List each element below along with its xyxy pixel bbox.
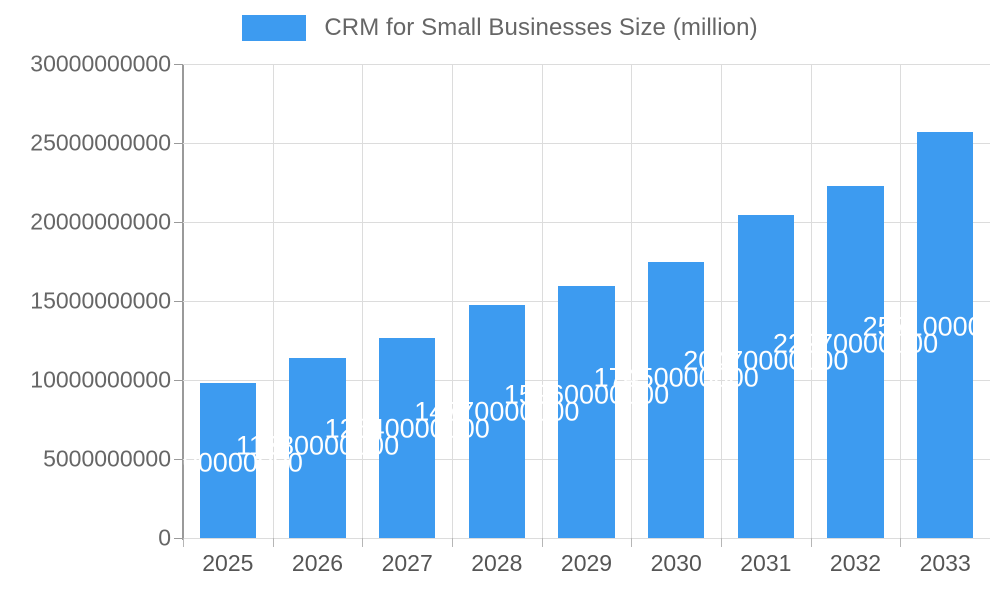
- legend-swatch: [242, 15, 307, 41]
- gridline-horizontal: [183, 538, 990, 539]
- x-axis-tick-label: 2026: [291, 550, 344, 576]
- y-axis-tick-mark: [174, 380, 183, 381]
- x-axis-tick-mark: [810, 538, 812, 547]
- x-axis-tick-mark: [452, 538, 453, 547]
- bar[interactable]: [827, 186, 884, 538]
- gridline-vertical: [272, 64, 274, 538]
- y-axis-tick-mark: [174, 143, 183, 144]
- x-axis-tick-label: 2029: [560, 550, 613, 576]
- bar[interactable]: [378, 338, 436, 538]
- x-axis-tick-label: 2025: [202, 550, 254, 576]
- gridline-vertical: [721, 64, 722, 538]
- gridline-vertical: [810, 64, 812, 538]
- bar[interactable]: [916, 131, 974, 538]
- y-axis-tick-label: 5000000000: [43, 445, 171, 472]
- x-axis-tick-label: 2030: [650, 550, 702, 576]
- y-axis-tick-mark: [174, 222, 183, 223]
- x-axis-tick-mark: [721, 538, 722, 547]
- y-axis-tick-label: 25000000000: [30, 129, 171, 156]
- gridline-vertical: [452, 64, 453, 538]
- gridline-vertical: [631, 64, 633, 538]
- x-axis-tick-mark: [631, 538, 633, 547]
- x-axis-tick-mark: [541, 538, 543, 547]
- gridline-vertical: [541, 64, 543, 538]
- gridline-horizontal: [183, 143, 990, 144]
- chart-legend: CRM for Small Businesses Size (million): [0, 14, 1000, 42]
- bar[interactable]: [647, 262, 705, 538]
- y-axis-tick-mark: [174, 64, 183, 65]
- x-axis-tick-label: 2028: [471, 550, 523, 576]
- y-axis-line: [182, 64, 184, 540]
- y-axis-tick-mark: [174, 538, 183, 539]
- gridline-horizontal: [183, 64, 990, 65]
- bar[interactable]: [199, 383, 257, 538]
- y-axis-tick-label: 0: [158, 524, 171, 551]
- y-axis-tick-mark: [174, 459, 183, 460]
- bar[interactable]: [558, 285, 615, 538]
- gridline-horizontal: [183, 222, 990, 223]
- bar[interactable]: [468, 304, 526, 538]
- gridline-vertical: [900, 64, 902, 538]
- y-axis-tick-mark: [174, 301, 183, 302]
- x-axis-tick-label: 2032: [829, 550, 882, 576]
- y-axis-tick-label: 30000000000: [30, 50, 171, 77]
- y-axis-tick-label: 10000000000: [30, 366, 171, 393]
- y-axis-tick-label: 20000000000: [30, 208, 171, 235]
- bars-layer: [183, 64, 990, 538]
- x-axis-tick-mark: [900, 538, 902, 547]
- y-axis-tick-label: 15000000000: [30, 287, 171, 314]
- legend-label: CRM for Small Businesses Size (million): [324, 14, 758, 41]
- x-axis-tick-mark: [272, 538, 274, 547]
- x-axis-tick-mark: [183, 538, 184, 547]
- bar[interactable]: [737, 214, 795, 538]
- x-axis-tick-label: 2033: [919, 550, 971, 576]
- x-axis-tick-label: 2027: [381, 550, 433, 576]
- gridline-vertical: [362, 64, 364, 538]
- x-axis-tick-label: 2031: [740, 550, 792, 576]
- bar[interactable]: [289, 358, 346, 538]
- x-axis-tick-mark: [362, 538, 364, 547]
